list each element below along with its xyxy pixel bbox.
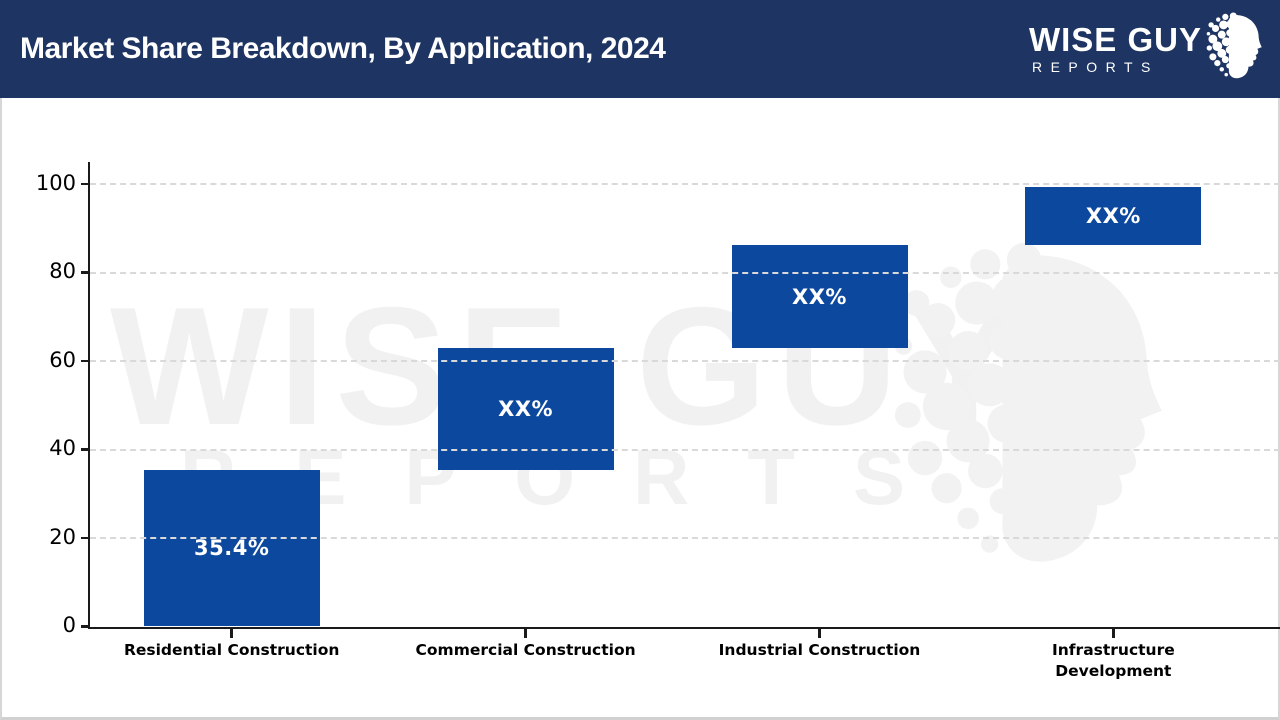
y-tick-label-0: 0: [62, 613, 76, 637]
brand-logo: WISE GUY REPORTS: [1029, 8, 1268, 88]
bar-value-label: XX%: [792, 284, 847, 309]
gridline-100: [90, 183, 1280, 186]
bar-infrastructure-development: XX%: [1025, 187, 1202, 245]
bar-commercial-construction: XX%: [437, 348, 614, 470]
gridline-40: [90, 448, 1280, 451]
bar-value-label: XX%: [1085, 204, 1141, 229]
brand-logo-text: WISE GUY REPORTS: [1029, 21, 1202, 76]
y-tick-label-20: 20: [49, 524, 76, 549]
gridline-80: [90, 271, 1280, 274]
bar-industrial-construction: XX%: [731, 244, 908, 349]
y-axis-line: [87, 162, 90, 629]
x-tick-mark-3: [818, 629, 821, 638]
header-banner: Market Share Breakdown, By Application, …: [0, 0, 1280, 98]
bar-value-label: 35.4%: [194, 536, 270, 561]
gridline-60: [90, 360, 1280, 363]
y-tick-label-60: 60: [49, 347, 76, 372]
x-category-label: Industrial Construction: [718, 640, 921, 659]
y-tick-label-40: 40: [49, 436, 76, 461]
x-category-label: Infrastructure Development: [1052, 640, 1175, 680]
chart-title: Market Share Breakdown, By Application, …: [20, 32, 666, 65]
y-tick-label-80: 80: [49, 259, 76, 284]
x-tick-mark-4: [1112, 629, 1115, 638]
y-tick-mark-60: [81, 359, 90, 363]
x-tick-mark-2: [524, 629, 527, 638]
x-axis-line: [87, 626, 1280, 629]
y-tick-mark-40: [81, 448, 90, 451]
y-tick-label-100: 100: [35, 170, 76, 195]
brand-face-icon: [1206, 12, 1262, 79]
gridline-20: [90, 537, 1280, 540]
bar-residential-construction: 35.4%: [143, 469, 320, 627]
y-tick-mark-0: [81, 625, 90, 628]
bar-value-label: XX%: [498, 397, 554, 422]
y-tick-mark-100: [81, 182, 90, 186]
y-tick-mark-80: [81, 271, 90, 274]
brand-subtitle: REPORTS: [1031, 59, 1159, 76]
y-tick-mark-20: [81, 536, 90, 540]
brand-name: WISE GUY: [1028, 20, 1202, 58]
x-category-label: Commercial Construction: [415, 640, 636, 659]
x-category-label: Residential Construction: [123, 640, 340, 659]
x-tick-mark-1: [230, 629, 233, 638]
